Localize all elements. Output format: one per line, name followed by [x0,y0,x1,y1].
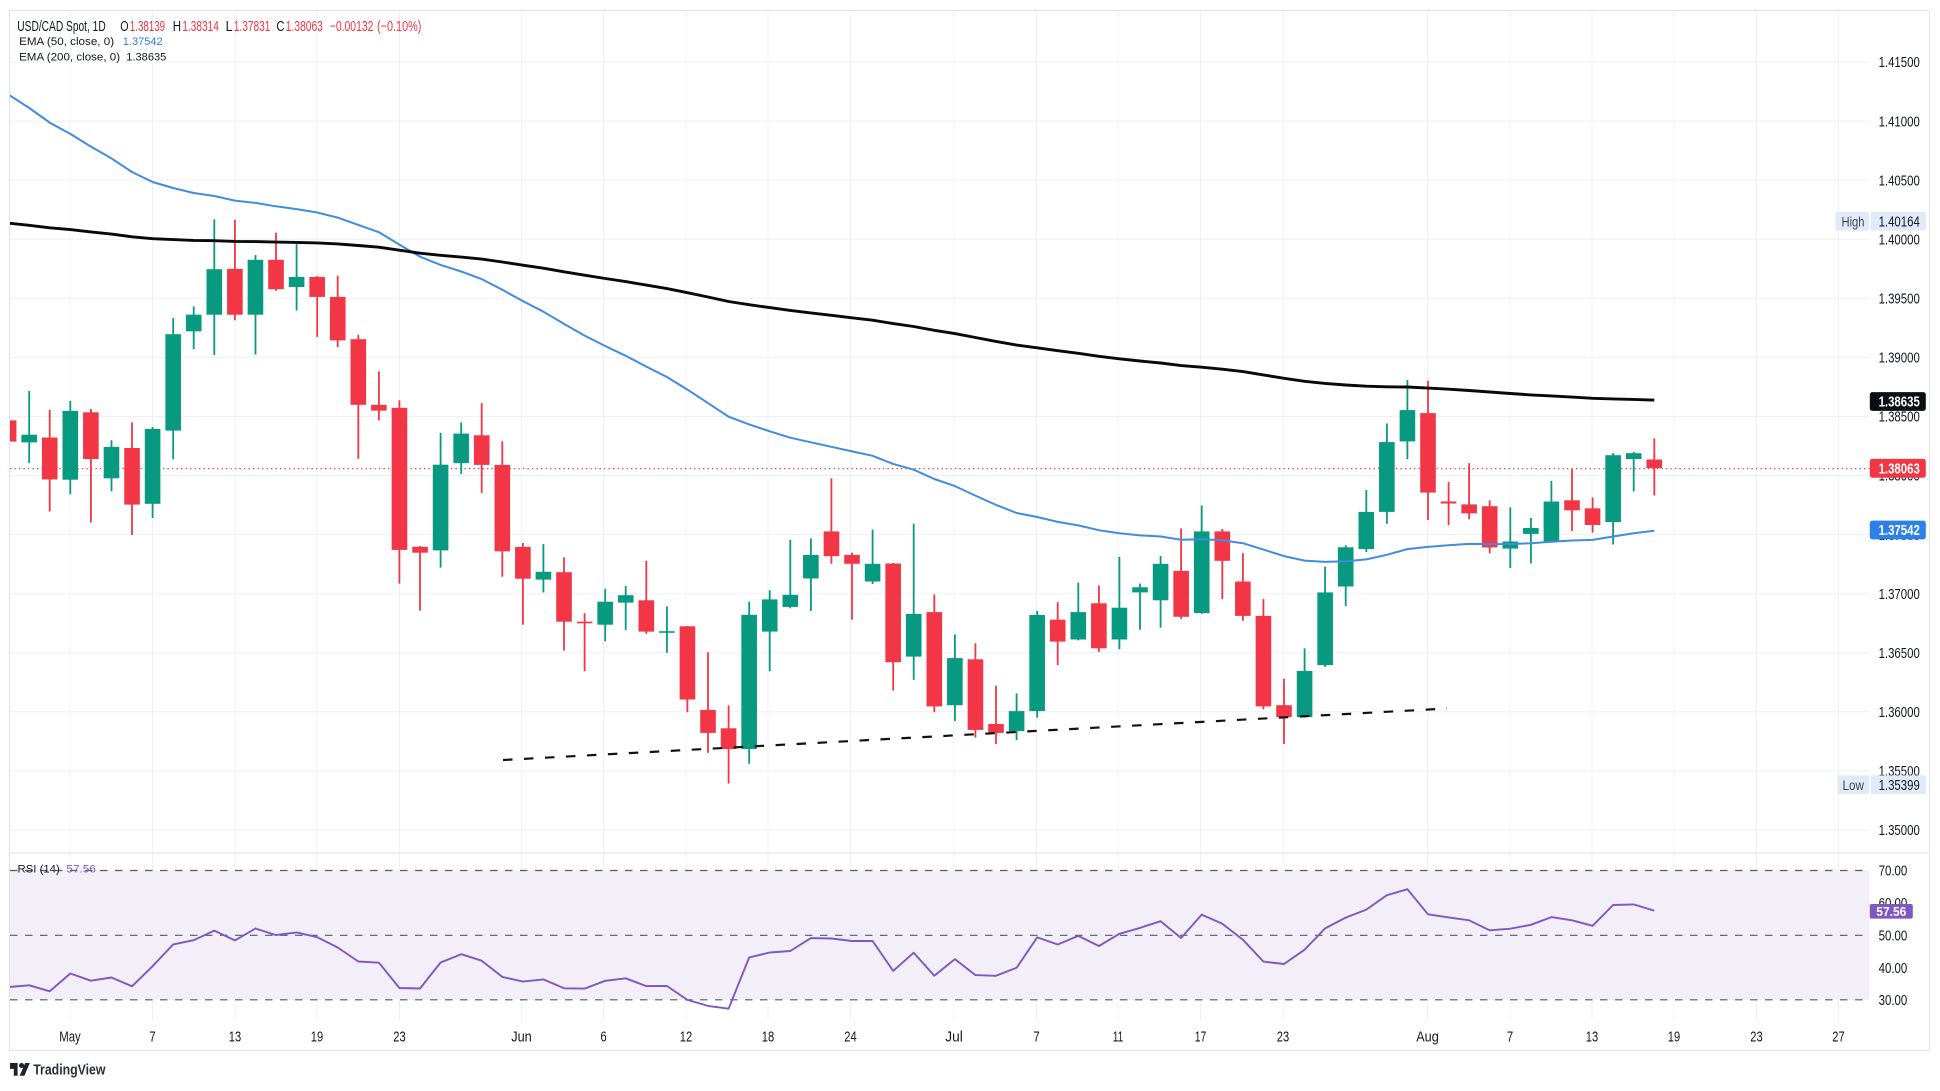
svg-text:(−0.10%): (−0.10%) [377,19,421,35]
svg-text:Jul: Jul [945,1030,963,1046]
svg-text:40.00: 40.00 [1879,961,1908,977]
svg-text:12: 12 [680,1030,692,1046]
svg-text:Aug: Aug [1416,1030,1439,1046]
svg-text:1.35000: 1.35000 [1879,823,1920,839]
svg-text:70.00: 70.00 [1879,864,1908,880]
svg-text:1.37542: 1.37542 [1879,523,1920,539]
svg-text:−0.00132: −0.00132 [330,19,374,35]
svg-text:1.38063: 1.38063 [1879,462,1920,478]
svg-text:18: 18 [762,1030,774,1046]
svg-text:1.38063: 1.38063 [286,19,323,35]
svg-text:1.37000: 1.37000 [1879,587,1920,603]
svg-text:High: High [1842,213,1865,229]
svg-text:7: 7 [1507,1030,1513,1046]
svg-text:1.35399: 1.35399 [1879,778,1920,794]
svg-text:17: 17 [1195,1030,1207,1046]
svg-text:C: C [276,19,284,35]
svg-text:1.40164: 1.40164 [1879,214,1920,230]
svg-text:1.41500: 1.41500 [1879,55,1920,71]
svg-text:1.38139: 1.38139 [130,19,165,35]
svg-text:Jun: Jun [511,1030,532,1046]
svg-text:23: 23 [1750,1030,1762,1046]
svg-text:1.38635: 1.38635 [126,52,166,64]
svg-text:27: 27 [1832,1030,1844,1046]
svg-text:1.36000: 1.36000 [1879,705,1920,721]
svg-text:23: 23 [1277,1030,1289,1046]
svg-text:1.39500: 1.39500 [1879,292,1920,308]
svg-text:Low: Low [1843,777,1865,793]
svg-text:23: 23 [393,1030,405,1046]
svg-text:1.38500: 1.38500 [1879,410,1920,426]
svg-text:7: 7 [1033,1030,1039,1046]
svg-text:1.40000: 1.40000 [1879,232,1920,248]
svg-text:EMA (200, close, 0): EMA (200, close, 0) [19,52,120,64]
svg-text:TradingView: TradingView [33,1063,106,1079]
svg-text:1.38635: 1.38635 [1879,395,1920,411]
svg-text:May: May [59,1030,81,1046]
svg-text:RSI (14): RSI (14) [18,863,60,875]
svg-text:1.39000: 1.39000 [1879,351,1920,367]
svg-text:6: 6 [600,1030,606,1046]
svg-text:L: L [226,19,233,35]
svg-text:1.37542: 1.37542 [123,36,163,48]
svg-text:1.37831: 1.37831 [234,19,271,35]
svg-text:USD/CAD Spot, 1D: USD/CAD Spot, 1D [17,19,105,35]
svg-text:50.00: 50.00 [1879,929,1908,945]
svg-text:24: 24 [844,1030,856,1046]
svg-text:19: 19 [311,1030,323,1046]
svg-text:1.41000: 1.41000 [1879,114,1920,130]
svg-text:1.40500: 1.40500 [1879,173,1920,189]
svg-text:57.56: 57.56 [66,863,96,875]
svg-text:13: 13 [229,1030,241,1046]
svg-text:13: 13 [1586,1030,1598,1046]
svg-text:EMA (50, close, 0): EMA (50, close, 0) [19,36,114,48]
svg-text:H: H [173,19,181,35]
svg-text:19: 19 [1668,1030,1680,1046]
svg-text:1.38314: 1.38314 [182,19,218,35]
svg-text:7: 7 [149,1030,155,1046]
svg-text:57.56: 57.56 [1876,904,1906,919]
svg-text:30.00: 30.00 [1879,993,1908,1009]
svg-text:11: 11 [1113,1030,1124,1046]
svg-text:1.36500: 1.36500 [1879,646,1920,662]
svg-text:O: O [120,19,128,35]
